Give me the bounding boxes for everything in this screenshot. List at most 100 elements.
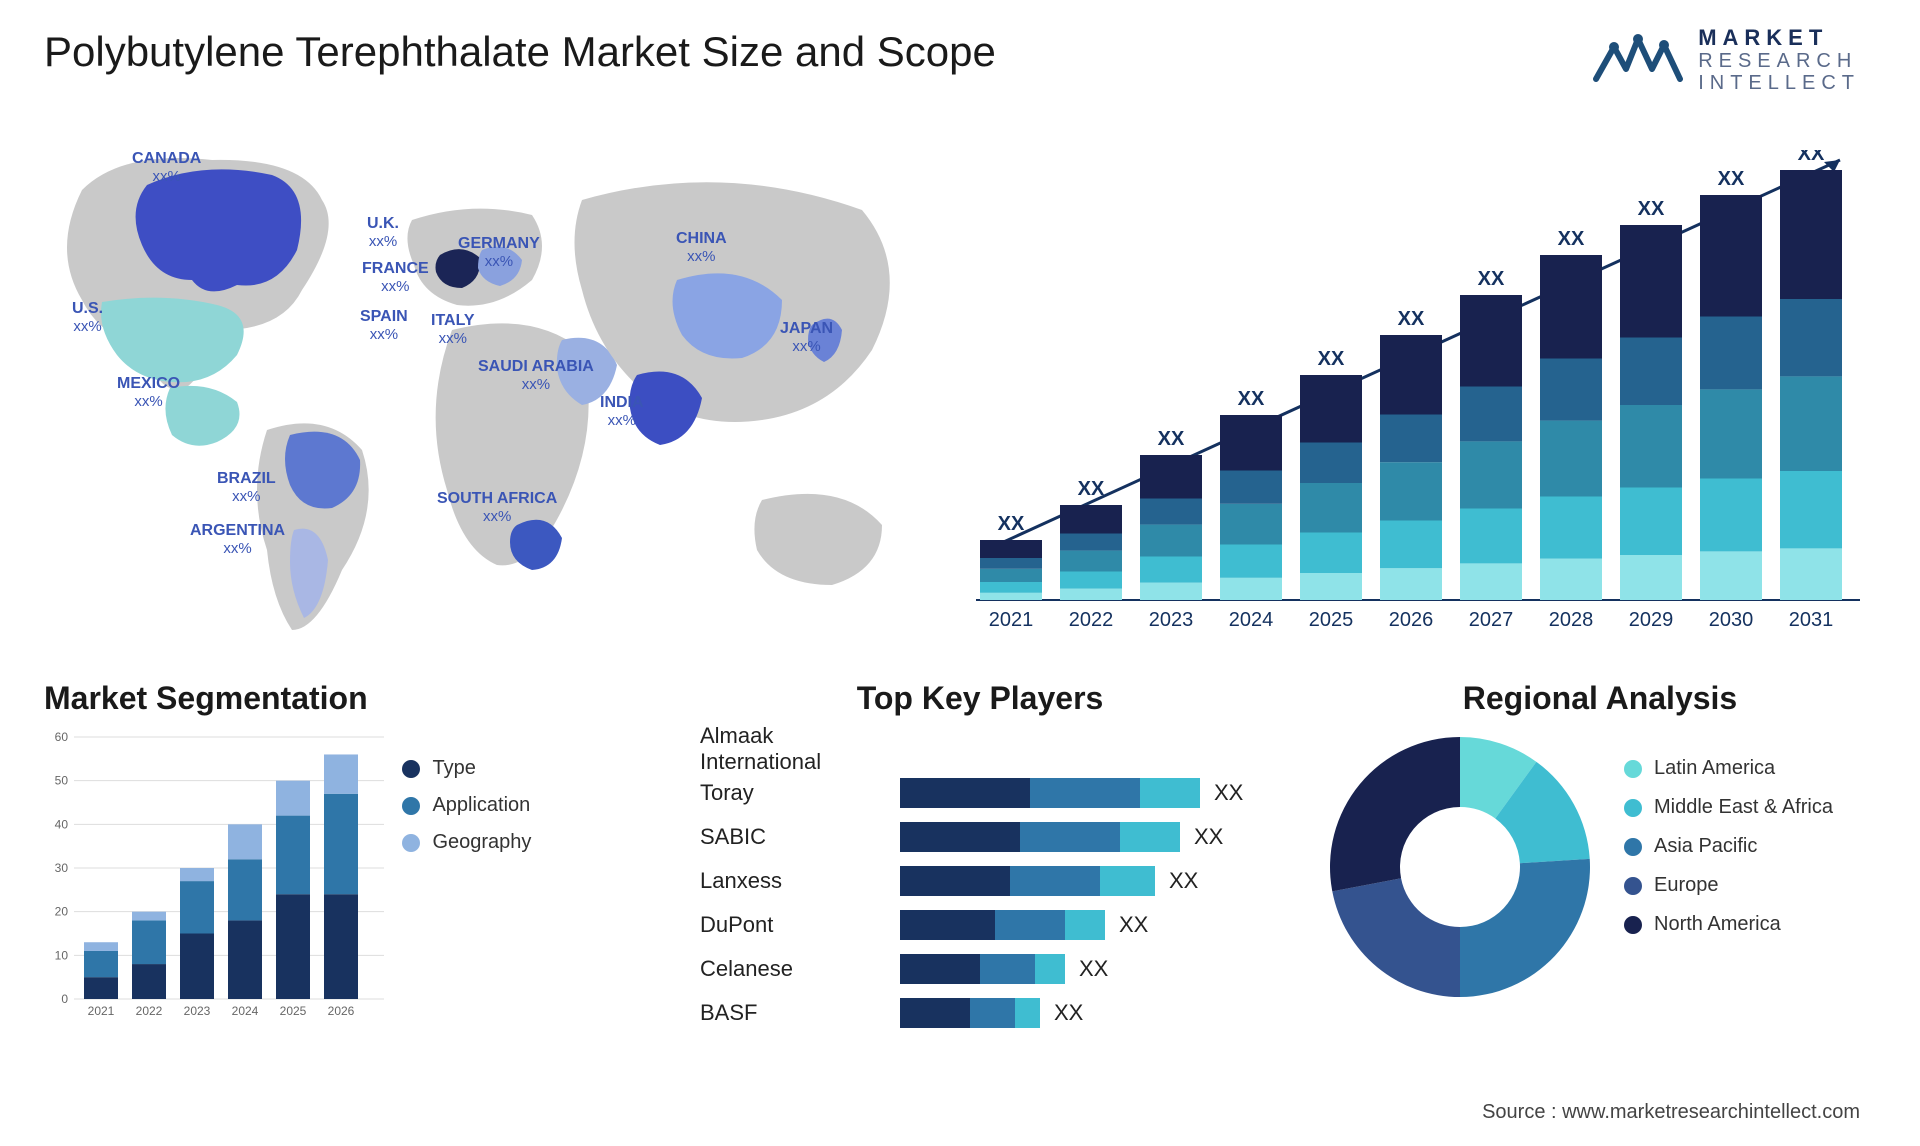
forecast-chart-svg: XX2021XX2022XX2023XX2024XX2025XX2026XX20… [964,150,1864,640]
svg-text:XX: XX [1478,268,1505,290]
svg-text:2028: 2028 [1549,609,1594,631]
svg-text:XX: XX [998,513,1025,535]
players-bar [900,998,1040,1028]
players-label: Lanxess [700,868,900,894]
players-label: SABIC [700,824,900,850]
map-label: SAUDI ARABIAxx% [478,358,594,393]
players-value: XX [1054,1000,1083,1026]
map-label: ARGENTINAxx% [190,522,285,557]
regional-donut [1320,727,1600,1007]
logo-icon [1592,29,1684,92]
svg-text:2022: 2022 [136,1004,163,1018]
world-map: CANADAxx% U.S.xx% MEXICOxx% BRAZILxx% ARGENT… [42,130,922,650]
legend-item: Type [402,757,531,780]
map-label: JAPANxx% [780,320,833,355]
svg-text:2021: 2021 [88,1004,115,1018]
segmentation-chart: 0 10 20 30 40 50 60 2021 2022 2023 2024 2025 2026 [44,727,384,1027]
svg-text:10: 10 [55,948,69,962]
legend-item: North America [1624,913,1833,936]
logo-text-2: RESEARCH [1698,50,1860,72]
svg-text:XX: XX [1078,478,1105,500]
players-value: XX [1169,868,1198,894]
svg-text:2031: 2031 [1789,609,1834,631]
players-label: Almaak International [700,723,900,775]
legend-item: Asia Pacific [1624,835,1833,858]
players-bar [900,822,1180,852]
svg-text:2023: 2023 [1149,609,1194,631]
svg-text:2023: 2023 [184,1004,211,1018]
svg-text:2025: 2025 [1309,609,1354,631]
svg-text:2027: 2027 [1469,609,1514,631]
players-row: Celanese XX [700,947,1260,991]
map-label: GERMANYxx% [458,235,540,270]
svg-text:2025: 2025 [280,1004,307,1018]
svg-text:2021: 2021 [989,609,1034,631]
svg-text:2024: 2024 [1229,609,1274,631]
legend-item: Middle East & Africa [1624,796,1833,819]
svg-text:2026: 2026 [328,1004,355,1018]
map-label: SOUTH AFRICAxx% [437,490,557,525]
players-value: XX [1079,956,1108,982]
players-row: SABIC XX [700,815,1260,859]
svg-text:2026: 2026 [1389,609,1434,631]
segmentation-legend: Type Application Geography [402,757,531,868]
map-label: U.S.xx% [72,300,103,335]
legend-item: Application [402,794,531,817]
map-label: BRAZILxx% [217,470,276,505]
players-row: BASF XX [700,991,1260,1035]
map-label: INDIAxx% [600,394,644,429]
players-bar [900,778,1200,808]
players-value: XX [1214,780,1243,806]
map-label: SPAINxx% [360,308,408,343]
legend-item: Europe [1624,874,1833,897]
svg-text:0: 0 [61,992,68,1006]
players-value: XX [1119,912,1148,938]
players-label: DuPont [700,912,900,938]
svg-text:50: 50 [55,774,69,788]
svg-text:20: 20 [55,905,69,919]
svg-text:2029: 2029 [1629,609,1674,631]
brand-logo: MARKET RESEARCH INTELLECT [1592,26,1860,94]
forecast-chart: XX2021XX2022XX2023XX2024XX2025XX2026XX20… [964,150,1864,640]
regional-section: Regional Analysis Latin AmericaMiddle Ea… [1320,680,1880,1007]
page-title: Polybutylene Terephthalate Market Size a… [44,28,996,76]
players-row: DuPont XX [700,903,1260,947]
regional-title: Regional Analysis [1320,680,1880,717]
players-rows: Almaak InternationalTorayXXSABICXXLanxes… [700,727,1260,1035]
svg-text:XX: XX [1238,388,1265,410]
players-row: TorayXX [700,771,1260,815]
regional-legend: Latin AmericaMiddle East & AfricaAsia Pa… [1624,757,1833,952]
players-row: Lanxess XX [700,859,1260,903]
svg-text:XX: XX [1398,308,1425,330]
map-label: CANADAxx% [132,150,201,185]
map-label: U.K.xx% [367,215,399,250]
map-label: MEXICOxx% [117,375,180,410]
players-label: Celanese [700,956,900,982]
players-value: XX [1194,824,1223,850]
svg-text:30: 30 [55,861,69,875]
svg-text:60: 60 [55,730,69,744]
svg-text:XX: XX [1638,198,1665,220]
players-bar [900,910,1105,940]
svg-text:XX: XX [1158,428,1185,450]
legend-item: Geography [402,831,531,854]
svg-text:XX: XX [1558,228,1585,250]
segmentation-title: Market Segmentation [44,680,624,717]
svg-text:2030: 2030 [1709,609,1754,631]
map-label: FRANCExx% [362,260,429,295]
segmentation-section: Market Segmentation 0 10 20 30 40 50 60 2021 202… [44,680,624,1027]
map-label: ITALYxx% [431,312,475,347]
players-title: Top Key Players [700,680,1260,717]
svg-text:XX: XX [1318,348,1345,370]
svg-text:40: 40 [55,817,69,831]
players-section: Top Key Players Almaak InternationalTora… [700,680,1260,1035]
players-bar [900,866,1155,896]
svg-text:2024: 2024 [232,1004,259,1018]
svg-text:XX: XX [1718,168,1745,190]
map-label: CHINAxx% [676,230,727,265]
players-bar [900,954,1065,984]
logo-text-1: MARKET [1698,26,1860,50]
logo-text-3: INTELLECT [1698,72,1860,94]
players-row: Almaak International [700,727,1260,771]
players-label: BASF [700,1000,900,1026]
